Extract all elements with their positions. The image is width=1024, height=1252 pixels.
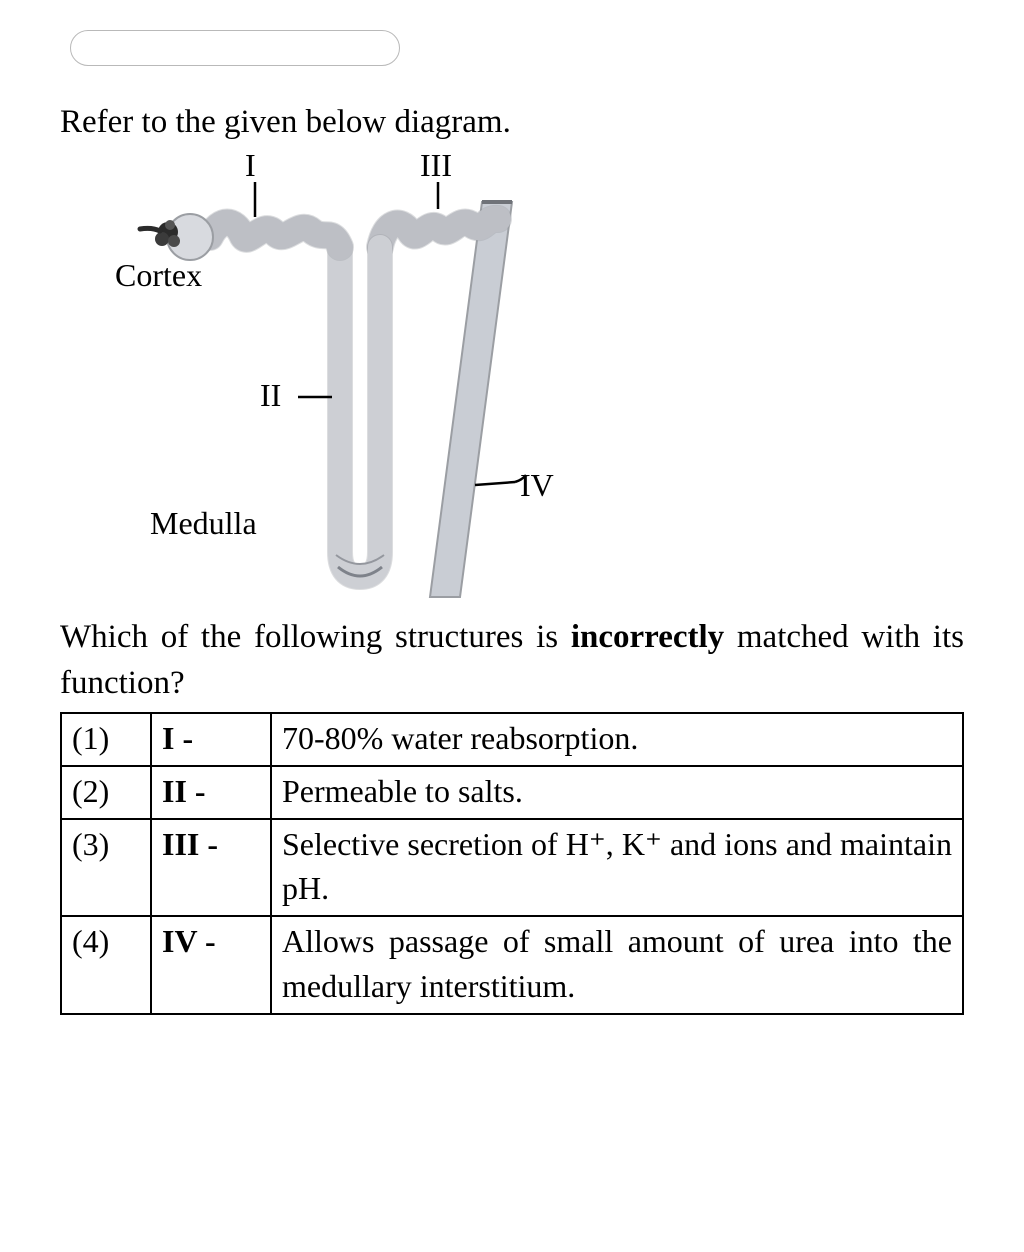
opt-desc: Permeable to salts. [271, 766, 963, 819]
page: Refer to the given below diagram. [0, 0, 1024, 1045]
opt-num: (3) [61, 819, 151, 917]
opt-desc: Selective secretion of H⁺, K⁺ and ions a… [271, 819, 963, 917]
question-bold: incorrectly [571, 619, 724, 655]
question-text: Which of the following structures is inc… [60, 615, 964, 706]
table-row: (4) IV - Allows passage of small amount … [61, 916, 963, 1014]
opt-desc: 70-80% water reabsorption. [271, 713, 963, 766]
intro-text: Refer to the given below diagram. [60, 104, 964, 141]
collecting-duct [430, 202, 512, 597]
opt-roman: IV - [151, 916, 271, 1014]
label-cortex: Cortex [115, 257, 202, 294]
renal-corpuscle [140, 214, 213, 260]
label-III: III [420, 147, 452, 184]
label-I: I [245, 147, 256, 184]
opt-num: (1) [61, 713, 151, 766]
opt-num: (2) [61, 766, 151, 819]
top-pill [70, 30, 400, 66]
nephron-diagram: I III II IV Cortex Medulla [80, 147, 600, 607]
label-IV: IV [520, 467, 554, 504]
question-prefix: Which of the following structures is [60, 619, 571, 655]
opt-roman: III - [151, 819, 271, 917]
proximal-convoluted-tubule [210, 223, 340, 248]
table-row: (1) I - 70-80% water reabsorption. [61, 713, 963, 766]
label-II: II [260, 377, 281, 414]
table-row: (2) II - Permeable to salts. [61, 766, 963, 819]
opt-roman: II - [151, 766, 271, 819]
options-table: (1) I - 70-80% water reabsorption. (2) I… [60, 712, 964, 1015]
label-medulla: Medulla [150, 505, 257, 542]
table-row: (3) III - Selective secretion of H⁺, K⁺ … [61, 819, 963, 917]
loop-of-henle [336, 247, 384, 577]
opt-num: (4) [61, 916, 151, 1014]
opt-desc: Allows passage of small amount of urea i… [271, 916, 963, 1014]
opt-roman: I - [151, 713, 271, 766]
